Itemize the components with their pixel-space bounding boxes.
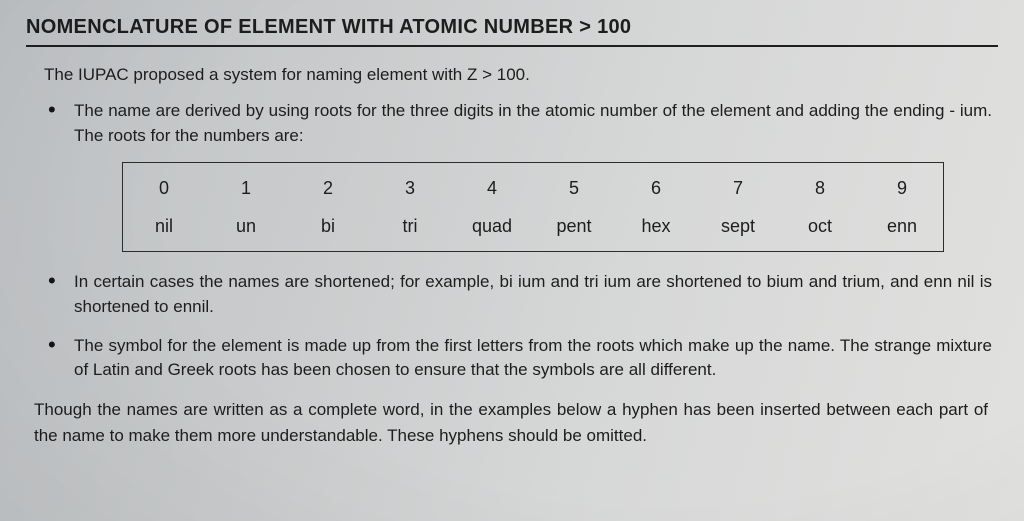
closing-paragraph: Though the names are written as a comple… <box>34 397 988 448</box>
table-cell: pent <box>533 207 615 252</box>
section-heading: NOMENCLATURE OF ELEMENT WITH ATOMIC NUMB… <box>26 16 998 47</box>
list-item: The symbol for the element is made up fr… <box>48 334 992 383</box>
table-cell: 2 <box>287 163 369 208</box>
table-row: nil un bi tri quad pent hex sept oct enn <box>123 207 944 252</box>
table-cell: sept <box>697 207 779 252</box>
roots-table: 0 1 2 3 4 5 6 7 8 9 nil un bi <box>122 162 944 252</box>
list-item: The name are derived by using roots for … <box>48 99 992 252</box>
table-cell: 1 <box>205 163 287 208</box>
table-cell: 0 <box>123 163 206 208</box>
table-cell: 7 <box>697 163 779 208</box>
table-cell: 5 <box>533 163 615 208</box>
roots-table-wrap: 0 1 2 3 4 5 6 7 8 9 nil un bi <box>122 162 992 252</box>
bullet-text: In certain cases the names are shortened… <box>74 272 992 316</box>
table-cell: oct <box>779 207 861 252</box>
table-cell: enn <box>861 207 944 252</box>
table-cell: tri <box>369 207 451 252</box>
bullet-list: The name are derived by using roots for … <box>26 99 998 383</box>
table-cell: quad <box>451 207 533 252</box>
table-cell: nil <box>123 207 206 252</box>
table-cell: un <box>205 207 287 252</box>
intro-paragraph: The IUPAC proposed a system for naming e… <box>44 65 998 85</box>
list-item: In certain cases the names are shortened… <box>48 270 992 319</box>
table-cell: 3 <box>369 163 451 208</box>
table-row: 0 1 2 3 4 5 6 7 8 9 <box>123 163 944 208</box>
textbook-page: NOMENCLATURE OF ELEMENT WITH ATOMIC NUMB… <box>0 0 1024 521</box>
table-cell: 8 <box>779 163 861 208</box>
bullet-text: The name are derived by using roots for … <box>74 101 992 145</box>
table-cell: 9 <box>861 163 944 208</box>
bullet-text: The symbol for the element is made up fr… <box>74 336 992 380</box>
table-cell: hex <box>615 207 697 252</box>
table-cell: bi <box>287 207 369 252</box>
table-cell: 4 <box>451 163 533 208</box>
table-cell: 6 <box>615 163 697 208</box>
